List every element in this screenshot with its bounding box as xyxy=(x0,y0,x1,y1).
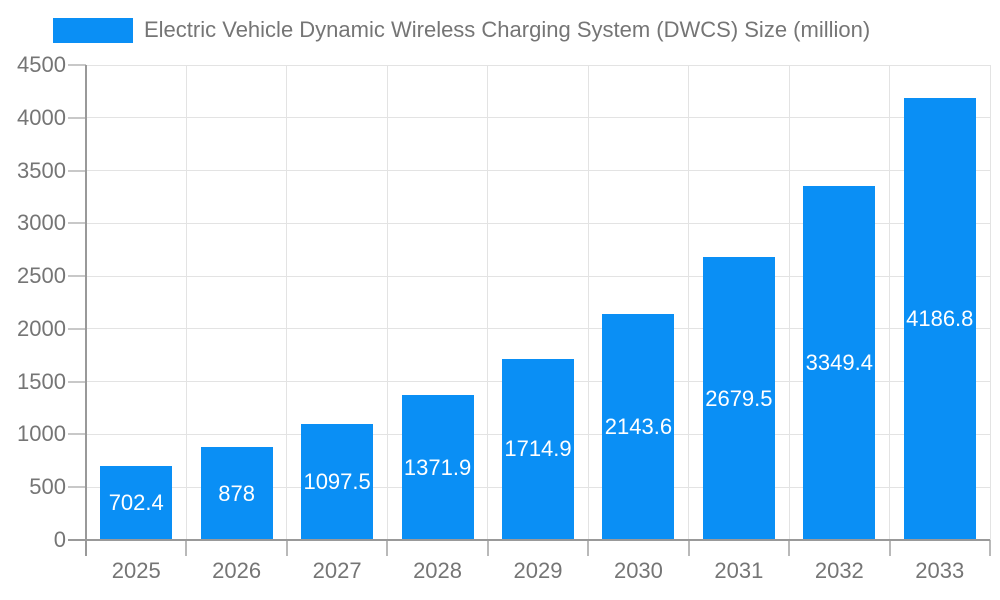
x-gridline xyxy=(889,65,891,540)
x-axis-label: 2032 xyxy=(814,558,864,583)
bar-2026[interactable] xyxy=(200,447,273,540)
x-gridline xyxy=(487,65,489,540)
legend: Electric Vehicle Dynamic Wireless Chargi… xyxy=(53,16,870,44)
bar-2030[interactable] xyxy=(602,313,675,540)
y-axis-tick xyxy=(68,169,86,172)
x-axis-tick xyxy=(386,540,389,556)
x-axis-tick xyxy=(587,540,590,556)
bar-2032[interactable] xyxy=(803,186,876,540)
y-axis-label: 1000 xyxy=(17,421,66,447)
bar-value-label: 4186.8 xyxy=(906,306,974,332)
bar-value-label: 3349.4 xyxy=(805,350,873,376)
y-axis-tick xyxy=(68,327,86,330)
x-axis-tick xyxy=(687,540,690,556)
y-axis-tick xyxy=(68,222,86,225)
y-gridline xyxy=(86,170,990,172)
x-axis-label: 2031 xyxy=(714,558,764,583)
x-axis-label: 2027 xyxy=(312,558,362,583)
bar-value-label: 2679.5 xyxy=(705,385,773,411)
x-axis-line xyxy=(68,539,990,541)
y-axis-label: 4000 xyxy=(17,104,66,130)
y-axis-tick xyxy=(68,380,86,383)
bar-2031[interactable] xyxy=(702,257,775,540)
bar-2033[interactable] xyxy=(903,98,976,540)
y-axis-label: 4500 xyxy=(17,52,66,77)
x-gridline xyxy=(286,65,288,540)
x-axis-tick xyxy=(788,540,791,556)
bar-value-label: 878 xyxy=(218,480,256,506)
y-axis-label: 500 xyxy=(29,474,66,500)
y-axis-label: 2000 xyxy=(17,315,66,341)
x-axis-label: 2026 xyxy=(212,558,262,583)
x-gridline xyxy=(587,65,589,540)
y-gridline xyxy=(86,275,990,277)
bar-value-label: 1714.9 xyxy=(504,436,572,462)
x-axis-tick xyxy=(989,540,991,556)
y-axis-line xyxy=(85,65,87,556)
y-gridline xyxy=(86,328,990,330)
bar-2025[interactable] xyxy=(100,465,173,540)
x-axis-label: 2028 xyxy=(413,558,463,583)
y-axis-label: 3500 xyxy=(17,157,66,183)
bar-value-label: 1097.5 xyxy=(303,469,371,495)
x-axis-tick xyxy=(285,540,288,556)
y-axis-tick xyxy=(68,275,86,278)
x-gridline xyxy=(185,65,187,540)
x-axis-label: 2033 xyxy=(915,558,965,583)
legend-label[interactable]: Electric Vehicle Dynamic Wireless Chargi… xyxy=(144,17,871,42)
bar-2027[interactable] xyxy=(301,424,374,540)
legend-swatch[interactable] xyxy=(53,17,133,43)
bar-2028[interactable] xyxy=(401,395,474,540)
y-axis-tick xyxy=(68,64,86,66)
y-gridline xyxy=(86,222,990,224)
y-axis-label: 0 xyxy=(53,527,66,552)
x-axis-label: 2029 xyxy=(513,558,563,583)
bar-value-label: 702.4 xyxy=(108,489,164,515)
plot-area: 702.4 878 1097.5 1371.9 1714.9 2143.6 2679.5 33… xyxy=(86,64,991,540)
bar-2029[interactable] xyxy=(502,358,574,540)
y-axis-tick xyxy=(68,486,86,489)
x-gridline xyxy=(788,65,790,540)
y-axis-label: 1500 xyxy=(17,368,66,394)
bar-value-label: 2143.6 xyxy=(604,413,673,439)
x-axis-label: 2030 xyxy=(613,558,663,583)
x-axis-tick xyxy=(486,540,489,556)
x-gridline xyxy=(688,65,690,540)
x-axis-tick xyxy=(185,540,188,556)
x-axis-tick xyxy=(888,540,891,556)
y-axis-label: 3000 xyxy=(17,210,66,236)
bar-value-label: 1371.9 xyxy=(403,454,472,480)
x-gridline xyxy=(989,65,991,540)
y-axis-tick xyxy=(68,116,86,119)
y-gridline xyxy=(86,64,990,66)
y-axis-tick xyxy=(68,433,86,436)
y-gridline xyxy=(86,117,990,119)
y-axis-label: 2500 xyxy=(17,263,66,289)
x-gridline xyxy=(386,65,388,540)
x-axis-label: 2025 xyxy=(111,558,161,583)
